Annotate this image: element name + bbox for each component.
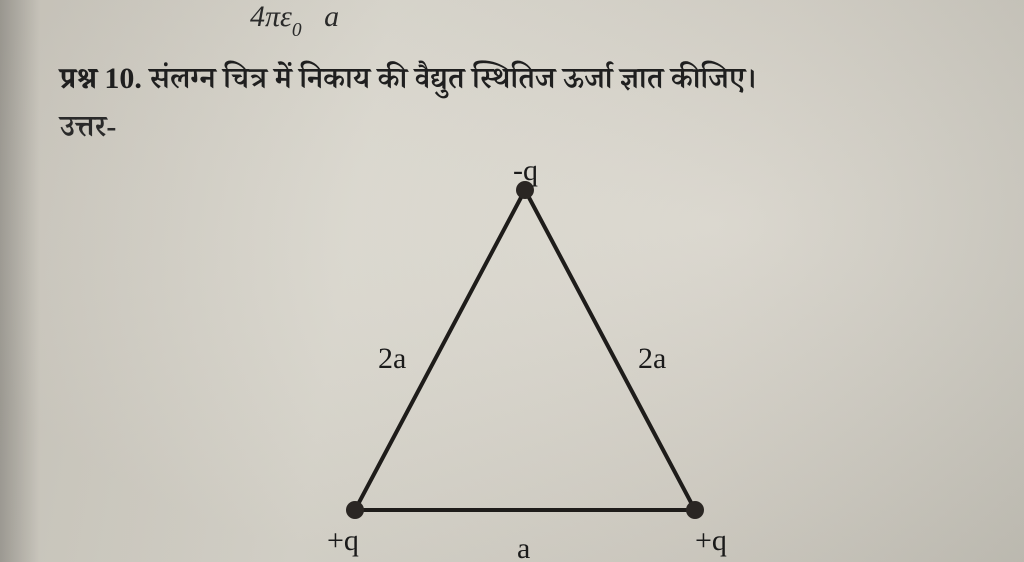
edge-label-top-right: 2a <box>638 342 666 376</box>
edge-top-right <box>525 190 695 510</box>
node-label-top: -q <box>513 154 538 188</box>
header-formula: 4πε0 a <box>250 0 339 39</box>
question-line: प्रश्न 10. संलग्न चित्र में निकाय की वैद… <box>60 60 757 107</box>
formula-pi: π <box>265 0 280 33</box>
page-scan: 4πε0 a प्रश्न 10. संलग्न चित्र में निकाय… <box>0 0 1024 562</box>
binding-shadow <box>0 0 40 562</box>
node-label-right: +q <box>695 524 727 558</box>
formula-a: a <box>324 0 339 33</box>
question-label: प्रश्न 10. <box>60 62 142 95</box>
node-label-left: +q <box>327 524 359 558</box>
edge-label-left-right: a <box>517 532 530 562</box>
node-right <box>686 501 704 519</box>
formula-coef: 4 <box>250 0 265 33</box>
edge-label-top-left: 2a <box>378 342 406 376</box>
formula-eps: ε <box>280 0 292 33</box>
node-left <box>346 501 364 519</box>
formula-eps-sub: 0 <box>292 20 302 41</box>
answer-label: उत्तर- <box>60 108 116 155</box>
triangle-diagram: 2a2aa-q+q+q <box>300 150 720 550</box>
question-text: संलग्न चित्र में निकाय की वैद्युत स्थिति… <box>149 62 756 95</box>
